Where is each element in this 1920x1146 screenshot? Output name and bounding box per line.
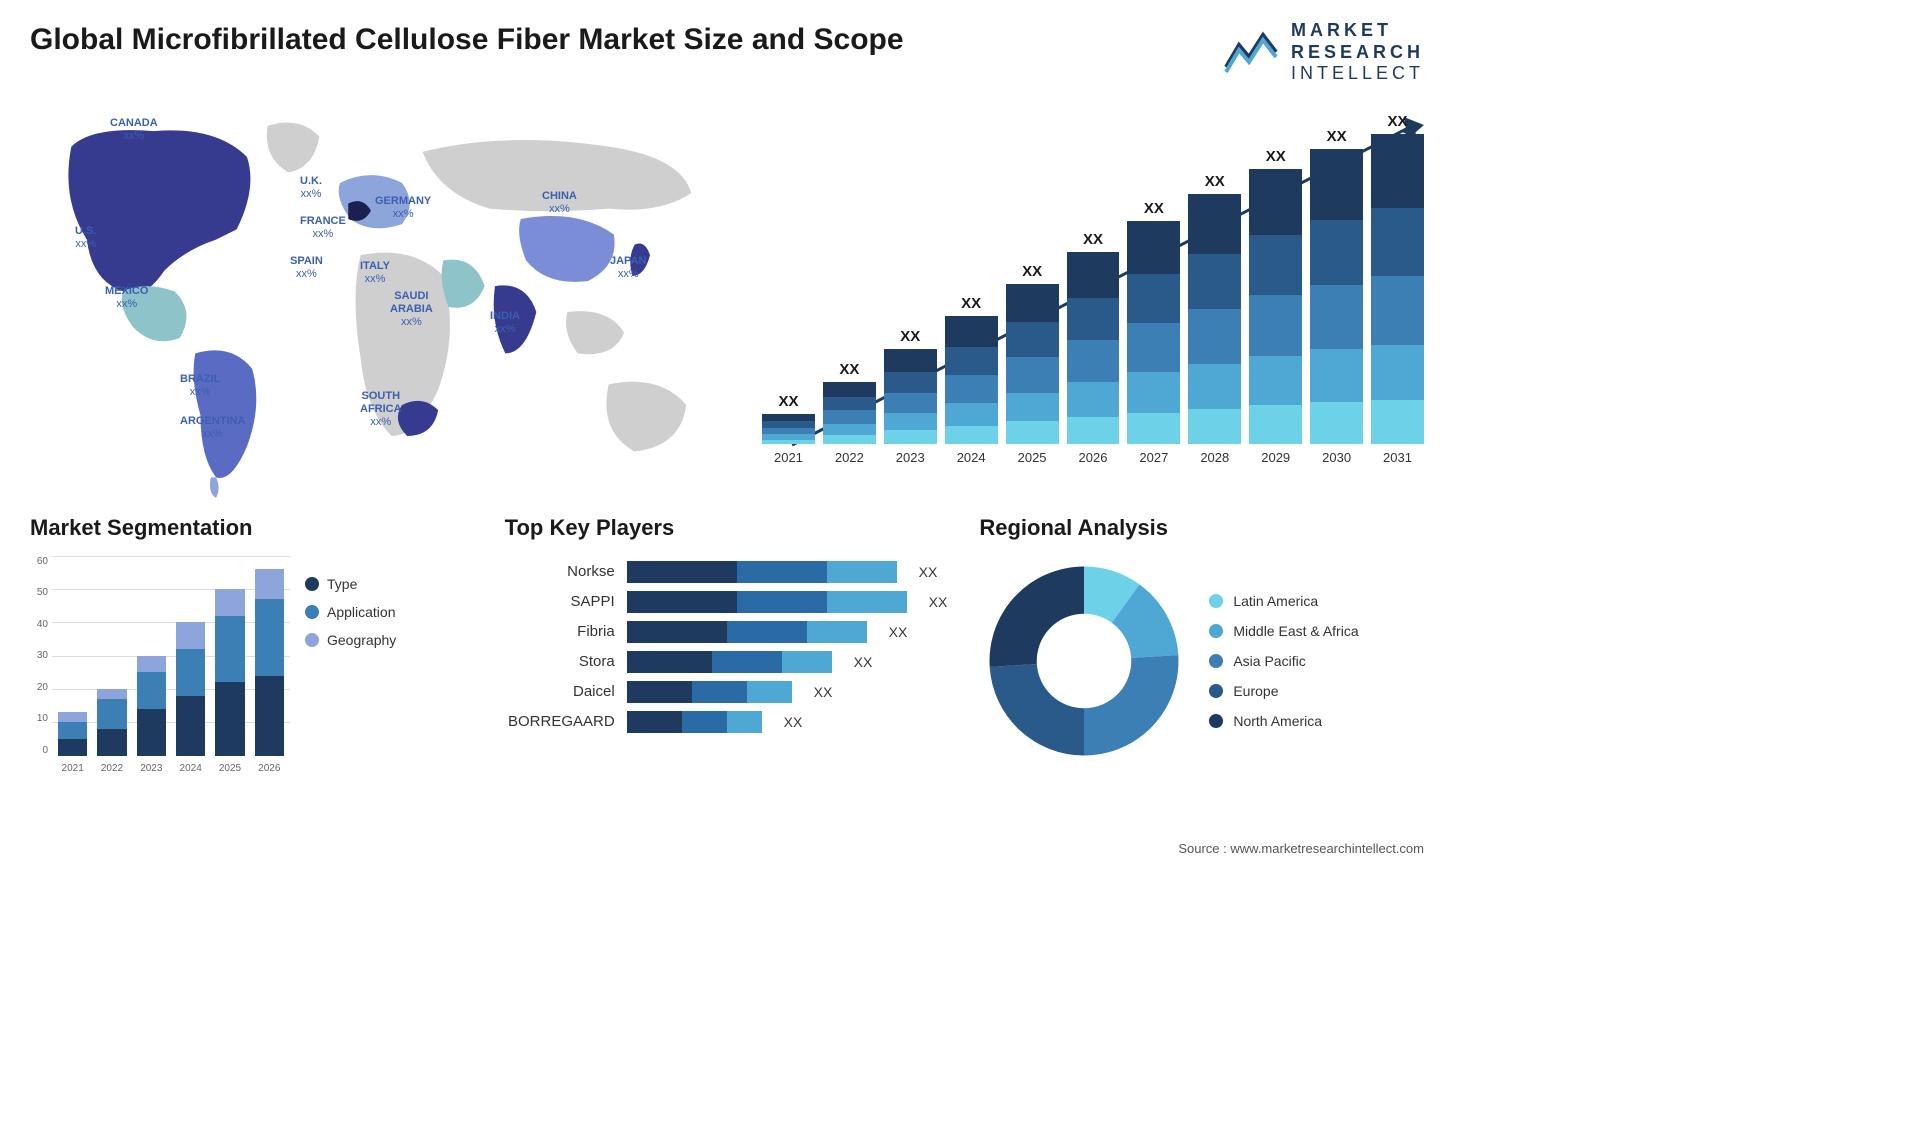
legend-item: North America: [1209, 713, 1358, 729]
map-label: FRANCExx%: [300, 215, 346, 241]
map-label: U.S.xx%: [75, 225, 96, 251]
map-label: BRAZILxx%: [180, 373, 220, 399]
growth-chart: XX2021XX2022XX2023XX2024XX2025XX2026XX20…: [742, 95, 1424, 495]
players-chart: NorkseXX SAPPIXX FibriaXX StoraXX DaicelXX BO…: [505, 556, 950, 733]
map-label: SPAINxx%: [290, 255, 323, 281]
legend-item: Europe: [1209, 683, 1358, 699]
regional-section: Regional Analysis Latin America Middle Ea…: [979, 515, 1424, 776]
brand-logo: MARKET RESEARCH INTELLECT: [1221, 20, 1424, 85]
growth-bar: XX2023: [884, 328, 937, 465]
logo-line2: RESEARCH: [1291, 42, 1424, 64]
map-label: SOUTHAFRICAxx%: [360, 390, 402, 430]
logo-line3: INTELLECT: [1291, 63, 1424, 85]
legend-item: Middle East & Africa: [1209, 623, 1358, 639]
logo-line1: MARKET: [1291, 20, 1424, 42]
regional-legend: Latin America Middle East & Africa Asia Pa…: [1209, 593, 1358, 729]
regional-title: Regional Analysis: [979, 515, 1424, 541]
map-label: CHINAxx%: [542, 190, 577, 216]
seg-bar: 2021: [58, 712, 87, 755]
page-title: Global Microfibrillated Cellulose Fiber …: [30, 20, 904, 59]
seg-bar: 2022: [97, 689, 126, 756]
map-label: CANADAxx%: [110, 117, 158, 143]
world-map: CANADAxx% U.S.xx% MEXICOxx% BRAZILxx% ARGENT…: [30, 95, 712, 495]
map-label: ARGENTINAxx%: [180, 415, 245, 441]
growth-bar: XX2026: [1067, 231, 1120, 465]
growth-bar: XX2021: [762, 393, 815, 465]
map-label: ITALYxx%: [360, 260, 390, 286]
growth-bar: XX2025: [1006, 263, 1059, 465]
seg-bar: 2026: [255, 569, 284, 756]
donut-slice: [990, 664, 1084, 756]
source-attribution: Source : www.marketresearchintellect.com: [1178, 841, 1424, 856]
map-label: SAUDIARABIAxx%: [390, 290, 433, 330]
player-row: NorkseXX: [505, 561, 950, 583]
players-section: Top Key Players NorkseXX SAPPIXX FibriaXX S…: [505, 515, 950, 776]
legend-item: Latin America: [1209, 593, 1358, 609]
map-label: INDIAxx%: [490, 310, 520, 336]
seg-bar: 2025: [215, 589, 244, 756]
legend-item: Type: [305, 576, 396, 592]
map-label: JAPANxx%: [610, 255, 646, 281]
growth-bar: XX2028: [1188, 173, 1241, 465]
player-row: StoraXX: [505, 651, 950, 673]
growth-bar: XX2027: [1127, 200, 1180, 465]
map-label: GERMANYxx%: [375, 195, 431, 221]
map-label: U.K.xx%: [300, 175, 322, 201]
legend-item: Asia Pacific: [1209, 653, 1358, 669]
legend-item: Application: [305, 604, 396, 620]
player-row: BORREGAARDXX: [505, 711, 950, 733]
growth-bar: XX2031: [1371, 113, 1424, 465]
segmentation-section: Market Segmentation 6050403020100 202120…: [30, 515, 475, 776]
map-label: MEXICOxx%: [105, 285, 148, 311]
player-row: FibriaXX: [505, 621, 950, 643]
growth-bar: XX2030: [1310, 128, 1363, 465]
segmentation-chart: 6050403020100 202120222023202420252026: [30, 556, 290, 776]
growth-bar: XX2029: [1249, 148, 1302, 465]
donut-slice: [990, 566, 1085, 666]
donut-slice: [1084, 655, 1179, 755]
growth-bar: XX2022: [823, 361, 876, 465]
seg-bar: 2024: [176, 622, 205, 755]
growth-bar: XX2024: [945, 295, 998, 465]
player-row: DaicelXX: [505, 681, 950, 703]
players-title: Top Key Players: [505, 515, 950, 541]
segmentation-legend: Type Application Geography: [305, 556, 396, 776]
logo-icon: [1221, 27, 1281, 77]
segmentation-title: Market Segmentation: [30, 515, 475, 541]
seg-bar: 2023: [137, 656, 166, 756]
regional-donut: [979, 556, 1189, 766]
legend-item: Geography: [305, 632, 396, 648]
player-row: SAPPIXX: [505, 591, 950, 613]
